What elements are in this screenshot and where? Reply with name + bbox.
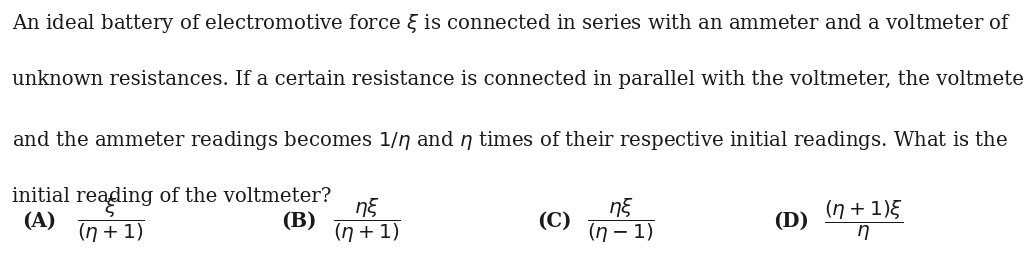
Text: (A): (A): [23, 211, 56, 231]
Text: initial reading of the voltmeter?: initial reading of the voltmeter?: [12, 187, 332, 206]
Text: $\dfrac{\eta\xi}{(\eta-1)}$: $\dfrac{\eta\xi}{(\eta-1)}$: [587, 197, 654, 245]
Text: (B): (B): [282, 211, 317, 231]
Text: unknown resistances. If a certain resistance is connected in parallel with the v: unknown resistances. If a certain resist…: [12, 70, 1024, 89]
Text: An ideal battery of electromotive force $\xi$ is connected in series with an amm: An ideal battery of electromotive force …: [12, 12, 1012, 35]
Text: $\dfrac{\xi}{(\eta+1)}$: $\dfrac{\xi}{(\eta+1)}$: [77, 197, 144, 245]
Text: $\dfrac{\eta\xi}{(\eta+1)}$: $\dfrac{\eta\xi}{(\eta+1)}$: [333, 197, 400, 245]
Text: $\dfrac{(\eta+1)\xi}{\eta}$: $\dfrac{(\eta+1)\xi}{\eta}$: [824, 199, 903, 243]
Text: (D): (D): [773, 211, 809, 231]
Text: and the ammeter readings becomes $1/\eta$ and $\eta$ times of their respective i: and the ammeter readings becomes $1/\eta…: [12, 129, 1009, 152]
Text: (C): (C): [538, 211, 572, 231]
